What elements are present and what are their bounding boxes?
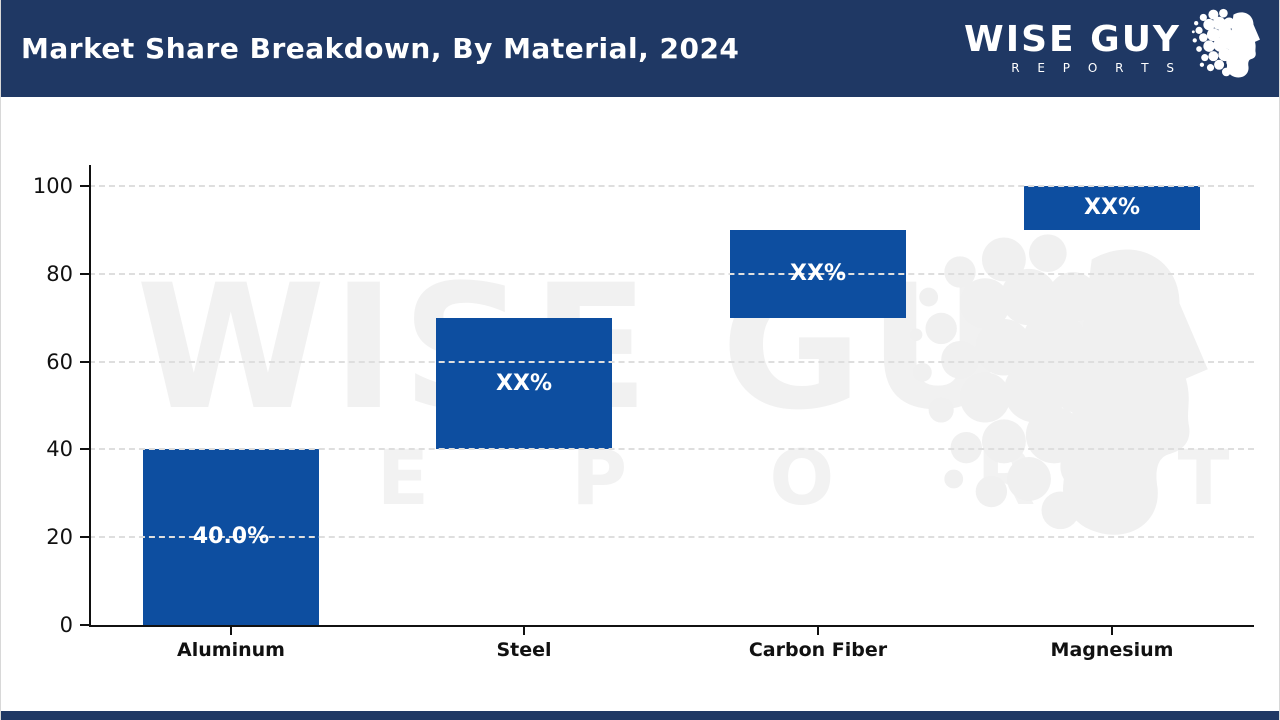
x-label-carbon-fiber: Carbon Fiber: [748, 639, 888, 661]
bar-steel: [436, 317, 612, 450]
y-tick-mark-60: [80, 360, 89, 363]
gridline-40: [89, 448, 1254, 451]
x-axis-line: [89, 625, 1254, 627]
y-tick-label-80: 80: [46, 261, 73, 286]
logo-text: WISE GUY R E P O R T S: [963, 19, 1181, 76]
gridline-60: [89, 360, 1254, 363]
logo-subtitle: R E P O R T S: [1011, 61, 1181, 75]
bar-label-steel: XX%: [496, 370, 552, 396]
logo-head-icon: [1191, 8, 1260, 78]
x-tick-mark-magnesium: [1111, 627, 1113, 635]
y-tick-mark-100: [80, 185, 89, 187]
wiseguy-logo: WISE GUY R E P O R T S: [964, 6, 1267, 92]
bar-label-magnesium: XX%: [1084, 194, 1140, 220]
bar-magnesium: [1024, 186, 1200, 230]
logo-wordmark: WISE GUY: [963, 19, 1181, 60]
y-tick-label-100: 100: [32, 174, 73, 198]
x-tick-mark-aluminum: [230, 627, 232, 635]
gridline-100: [89, 185, 1254, 187]
x-tick-mark-steel: [523, 627, 525, 635]
y-tick-label-0: 0: [59, 613, 73, 637]
y-tick-label-60: 60: [46, 349, 73, 374]
header-bar: Market Share Breakdown, By Material, 202…: [1, 0, 1279, 97]
page-title: Market Share Breakdown, By Material, 202…: [21, 32, 740, 65]
y-tick-mark-20: [80, 536, 89, 539]
y-axis-line: [89, 165, 91, 627]
x-tick-mark-carbon-fiber: [817, 627, 819, 635]
gridline-80: [89, 272, 1254, 275]
y-tick-label-20: 20: [46, 525, 73, 550]
bar-label-carbon-fiber: XX%: [790, 260, 846, 286]
y-tick-label-40: 40: [46, 437, 73, 462]
y-tick-mark-40: [80, 448, 89, 451]
y-tick-mark-80: [80, 272, 89, 275]
x-label-magnesium: Magnesium: [1050, 639, 1174, 661]
y-tick-mark-0: [80, 624, 89, 626]
x-label-steel: Steel: [496, 639, 552, 661]
x-label-aluminum: Aluminum: [177, 639, 285, 661]
footer-bar: [1, 711, 1279, 720]
gridline-20: [89, 536, 1254, 539]
bar-label-aluminum: 40.0%: [192, 524, 270, 550]
